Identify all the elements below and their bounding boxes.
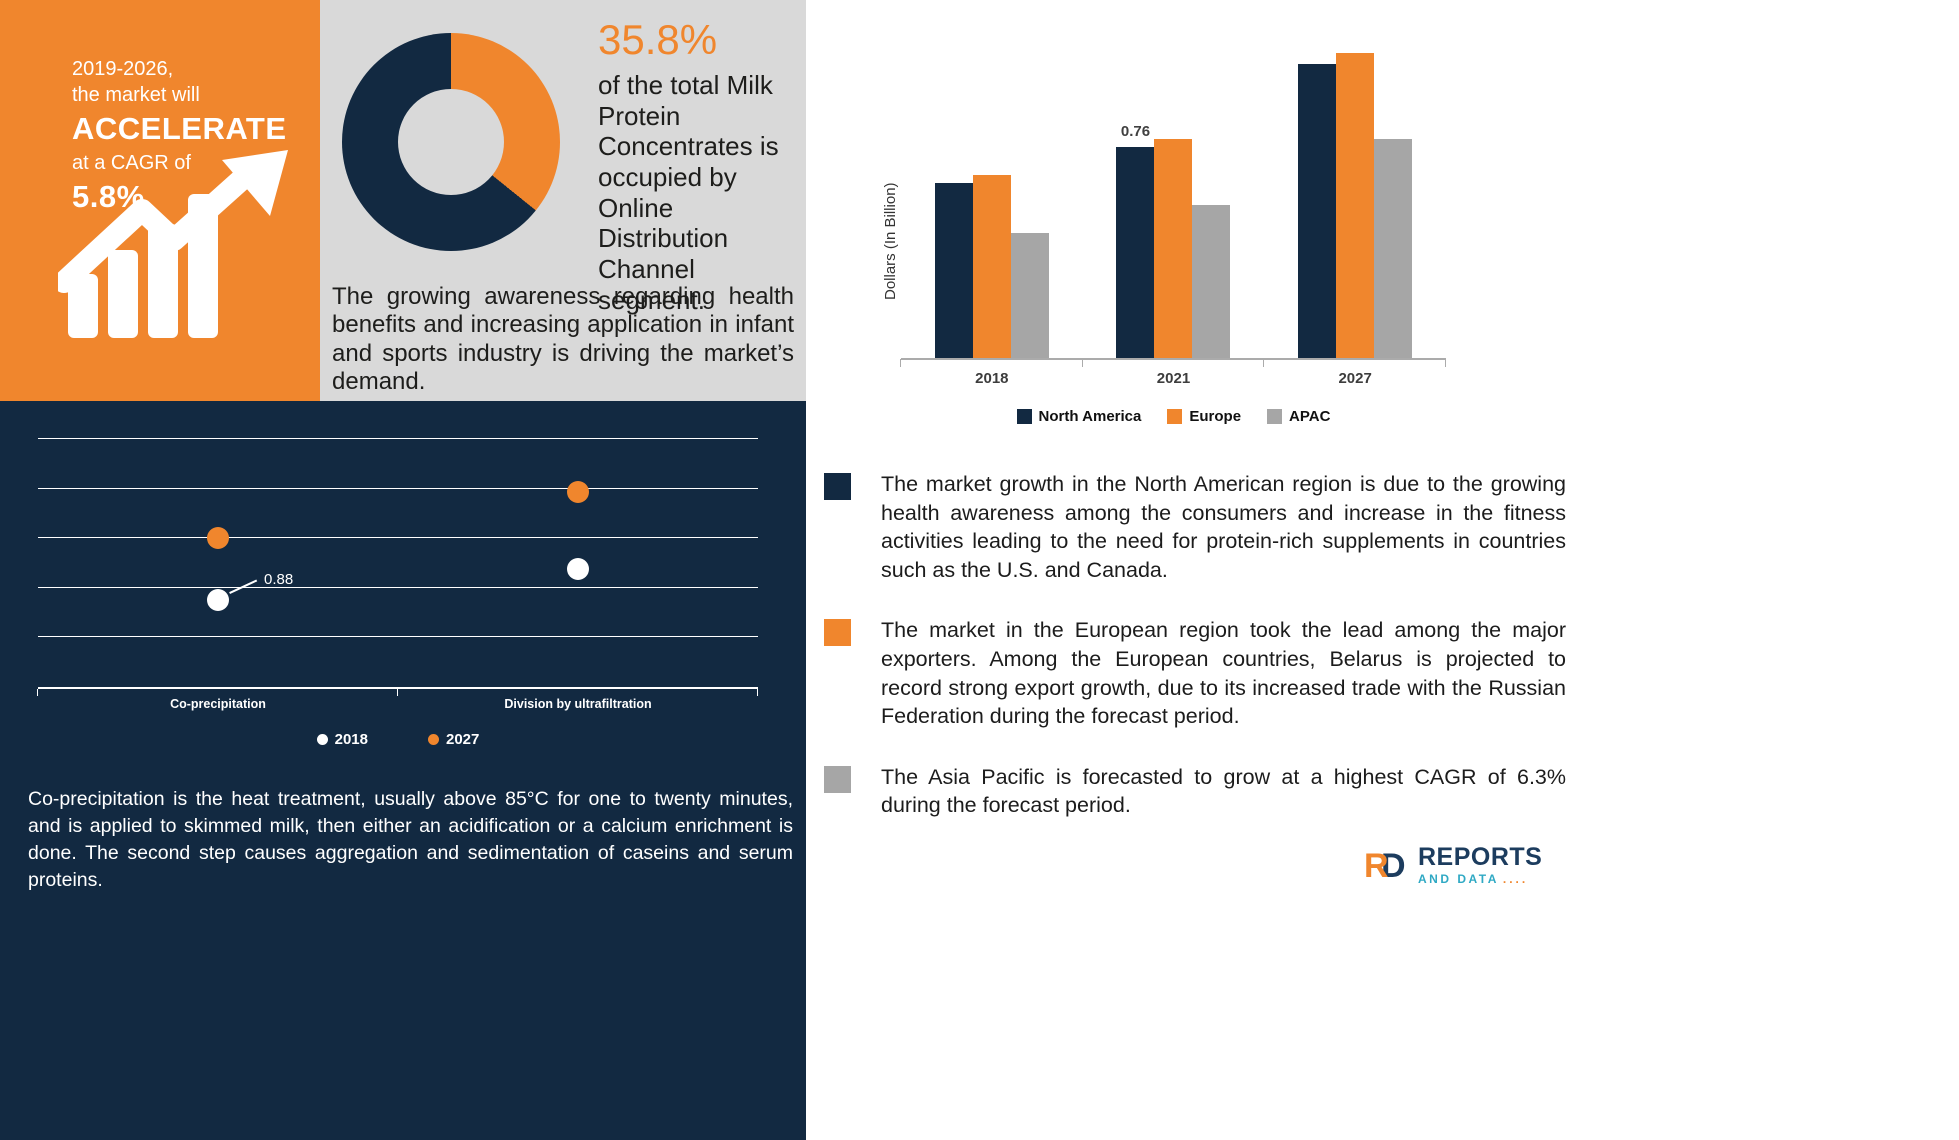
dot-2027 (207, 527, 229, 550)
legend-item-2018: 2018 (316, 731, 368, 748)
x-axis-label: 2027 (1338, 370, 1372, 387)
reports-and-data-logo: D R REPORTS AND DATA.... (1364, 843, 1543, 886)
donut-panel: 35.8% of the total Milk Protein Concentr… (320, 0, 806, 401)
bullet-apac: The Asia Pacific is forecasted to grow a… (824, 763, 1566, 820)
legend-dot-icon (428, 734, 439, 745)
legend-swatch-icon (1016, 409, 1032, 424)
cagr-accelerate-text: ACCELERATE (72, 111, 287, 146)
legend-item-apac: APAC (1267, 408, 1330, 425)
bullet-text-north-america: The market growth in the North American … (881, 472, 1566, 582)
legend-item-north-america: North America (1016, 408, 1142, 425)
logo-dots: .... (1502, 872, 1529, 886)
gridline (38, 636, 758, 638)
legend-swatch-icon (1167, 409, 1183, 424)
gridline (38, 437, 758, 439)
regional-panel: Dollars (In Billion) 0.76 2018 2021 2027 N… (806, 0, 1959, 1140)
bar-apac (1192, 205, 1231, 358)
logo-name: REPORTS (1418, 843, 1543, 871)
co-precipitation-paragraph: Co-precipitation is the heat treatment, … (28, 788, 793, 891)
x-axis-label: Co-precipitation (170, 697, 266, 711)
axis-tick (1445, 359, 1446, 367)
dot-2027 (567, 480, 589, 503)
gridline (38, 487, 758, 489)
logo-r-glyph: R (1364, 847, 1389, 884)
x-axis-label: 2018 (975, 370, 1009, 387)
cagr-line4: at a CAGR of (72, 152, 191, 175)
bar-north-america: 0.76 (1116, 123, 1155, 358)
legend-item-europe: Europe (1167, 408, 1241, 425)
legend-label: 2018 (334, 731, 368, 748)
axis-tick (757, 689, 758, 696)
bullet-north-america: The market growth in the North American … (824, 470, 1566, 584)
cagr-panel: 2019-2026, the market will ACCELERATE at… (0, 0, 320, 401)
bar-chart-legend: North America Europe APAC (901, 408, 1446, 425)
bar-chart: 0.76 2018 2021 2027 (900, 25, 1446, 387)
bullet-square-navy-icon (824, 473, 851, 500)
legend-label: North America (1038, 408, 1142, 425)
stat-description: of the total Milk Protein Concentrates i… (598, 70, 779, 315)
axis-tick (900, 359, 901, 367)
gridline (38, 586, 758, 588)
bar-north-america (1298, 63, 1337, 358)
legend-label: APAC (1289, 408, 1331, 425)
axis-tick (397, 689, 398, 696)
legend-dot-icon (316, 734, 328, 745)
bar-group-2021: 0.76 (1116, 25, 1231, 358)
bar-north-america (934, 183, 973, 358)
bar-group-2018 (934, 25, 1049, 358)
cagr-text-block: 2019-2026, the market will ACCELERATE at… (72, 56, 287, 219)
bar-apac (1010, 233, 1049, 358)
bullet-europe: The market in the European region took t… (824, 616, 1566, 730)
logo-d-glyph: D (1381, 847, 1406, 884)
cagr-line2: the market will (72, 84, 200, 106)
dot-plot-legend: 2018 2027 (38, 731, 758, 748)
bar-apac (1374, 138, 1413, 358)
x-axis-label: Division by ultrafiltration (504, 697, 652, 711)
growth-arrow-icon (58, 150, 288, 338)
dot-annotation: 0.88 (264, 570, 294, 588)
legend-swatch-icon (1267, 409, 1283, 424)
stat-value: 35.8% (598, 16, 718, 63)
logo-subtitle-text: AND DATA (1418, 872, 1499, 886)
donut-hole (398, 89, 504, 195)
legend-label: 2027 (446, 731, 480, 748)
logo-text-block: REPORTS AND DATA.... (1418, 843, 1543, 886)
market-driver-paragraph: The growing awareness regarding health b… (332, 283, 794, 395)
donut-chart (342, 33, 560, 251)
bar-europe (1336, 52, 1375, 358)
gridline (38, 537, 758, 539)
bar-chart-plot: 0.76 (900, 25, 1446, 367)
bullet-square-orange-icon (824, 619, 851, 647)
bar-chart-y-axis-title: Dollars (In Billion) (882, 182, 899, 300)
bar-group-2027 (1298, 25, 1413, 358)
axis-tick (37, 689, 38, 696)
x-axis-label: 2021 (1156, 370, 1191, 387)
regional-bullets: The market growth in the North American … (824, 470, 1566, 852)
process-panel: 0.88 Co-precipitation Division by ultrafi… (0, 401, 806, 1140)
bullet-text-apac: The Asia Pacific is forecasted to grow a… (881, 764, 1566, 818)
axis-tick (1263, 359, 1265, 367)
bar-chart-x-labels: 2018 2021 2027 (901, 370, 1446, 387)
dot-plot: 0.88 (37, 429, 758, 696)
dot-plot-x-labels: Co-precipitation Division by ultrafiltrat… (38, 697, 758, 711)
dot-2018 (207, 588, 229, 611)
bar-europe (1154, 138, 1193, 358)
logo-subtitle: AND DATA.... (1418, 873, 1542, 885)
bullet-text-europe: The market in the European region took t… (881, 618, 1566, 729)
axis-tick (1081, 359, 1083, 367)
reports-and-data-icon: D R (1364, 847, 1406, 884)
legend-item-2027: 2027 (428, 731, 479, 748)
legend-label: Europe (1189, 408, 1242, 425)
bar-europe (972, 174, 1011, 358)
cagr-line1: 2019-2026, (72, 58, 174, 80)
bar-annotation: 0.76 (1120, 123, 1151, 141)
bullet-square-gray-icon (824, 765, 851, 793)
dot-2018 (567, 557, 589, 580)
